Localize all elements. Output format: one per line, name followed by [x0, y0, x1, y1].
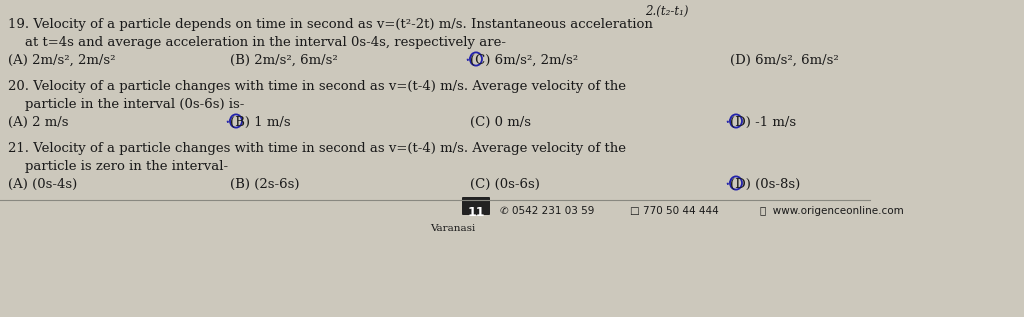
Text: Varanasi: Varanasi: [430, 224, 475, 233]
Text: (A) (0s-4s): (A) (0s-4s): [8, 178, 77, 191]
Text: (A) 2m/s², 2m/s²: (A) 2m/s², 2m/s²: [8, 54, 116, 67]
Text: (D) (0s-8s): (D) (0s-8s): [730, 178, 800, 191]
Text: 11: 11: [467, 206, 484, 219]
Text: ✆ 0542 231 03 59: ✆ 0542 231 03 59: [500, 206, 594, 216]
Text: (C) (0s-6s): (C) (0s-6s): [470, 178, 540, 191]
Text: ✓: ✓: [724, 178, 733, 188]
Text: Ⓢ  www.origenceonline.com: Ⓢ www.origenceonline.com: [760, 206, 904, 216]
Text: (B) 1 m/s: (B) 1 m/s: [230, 116, 291, 129]
Text: at t=4s and average acceleration in the interval 0s-4s, respectively are-: at t=4s and average acceleration in the …: [8, 36, 506, 49]
Text: ✓: ✓: [224, 116, 233, 126]
Text: 19. Velocity of a particle depends on time in second as v=(t²-2t) m/s. Instantan: 19. Velocity of a particle depends on ti…: [8, 18, 653, 31]
Text: particle is zero in the interval-: particle is zero in the interval-: [8, 160, 228, 173]
Text: 2.(t₂-t₁): 2.(t₂-t₁): [645, 5, 688, 18]
Text: ✓: ✓: [464, 54, 474, 64]
Text: 21. Velocity of a particle changes with time in second as v=(t-4) m/s. Average v: 21. Velocity of a particle changes with …: [8, 142, 626, 155]
Text: (D) 6m/s², 6m/s²: (D) 6m/s², 6m/s²: [730, 54, 839, 67]
Text: (C) 6m/s², 2m/s²: (C) 6m/s², 2m/s²: [470, 54, 579, 67]
Text: (D) -1 m/s: (D) -1 m/s: [730, 116, 796, 129]
Text: (B) 2m/s², 6m/s²: (B) 2m/s², 6m/s²: [230, 54, 338, 67]
Text: 20. Velocity of a particle changes with time in second as v=(t-4) m/s. Average v: 20. Velocity of a particle changes with …: [8, 80, 626, 93]
Text: ✓: ✓: [724, 116, 733, 126]
Text: (C) 0 m/s: (C) 0 m/s: [470, 116, 531, 129]
Text: □ 770 50 44 444: □ 770 50 44 444: [630, 206, 719, 216]
Text: (B) (2s-6s): (B) (2s-6s): [230, 178, 299, 191]
Text: (A) 2 m/s: (A) 2 m/s: [8, 116, 69, 129]
FancyBboxPatch shape: [462, 197, 490, 215]
Text: particle in the interval (0s-6s) is-: particle in the interval (0s-6s) is-: [8, 98, 245, 111]
